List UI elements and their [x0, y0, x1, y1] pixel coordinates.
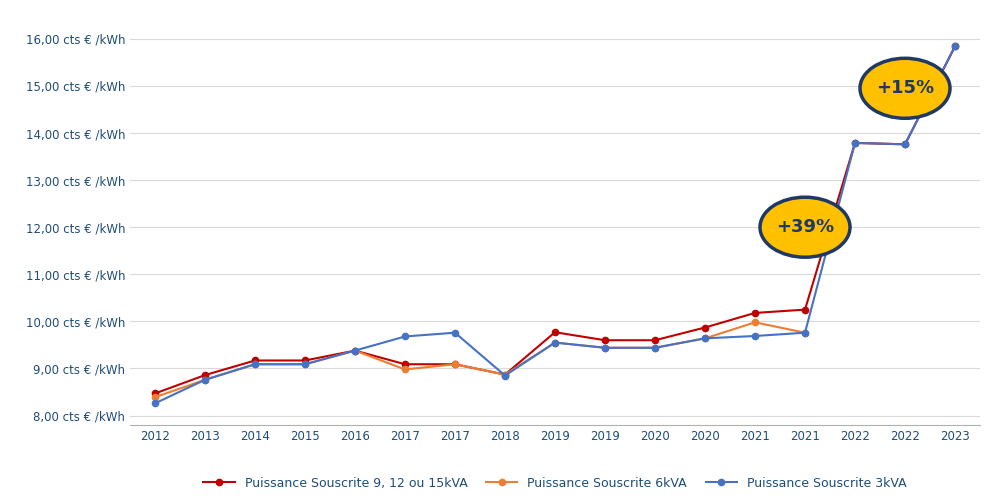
Puissance Souscrite 6kVA: [249, 361, 261, 367]
Puissance Souscrite 3kVA: [449, 330, 461, 336]
Puissance Souscrite 6kVA: [299, 361, 311, 367]
Text: +15%: +15%: [876, 80, 934, 98]
Puissance Souscrite 9, 12 ou 15kVA: [849, 140, 861, 146]
Puissance Souscrite 9, 12 ou 15kVA: [649, 337, 661, 343]
Puissance Souscrite 3kVA: [249, 361, 261, 367]
Puissance Souscrite 6kVA: [549, 340, 561, 345]
Puissance Souscrite 9, 12 ou 15kVA: [749, 310, 761, 316]
Puissance Souscrite 3kVA: [799, 330, 811, 336]
Puissance Souscrite 9, 12 ou 15kVA: [599, 337, 611, 343]
Puissance Souscrite 6kVA: [349, 348, 361, 354]
Puissance Souscrite 6kVA: [449, 361, 461, 367]
Puissance Souscrite 9, 12 ou 15kVA: [549, 329, 561, 335]
Puissance Souscrite 9, 12 ou 15kVA: [249, 358, 261, 364]
Puissance Souscrite 3kVA: [699, 336, 711, 342]
Puissance Souscrite 6kVA: [599, 345, 611, 351]
Puissance Souscrite 6kVA: [199, 377, 211, 383]
Puissance Souscrite 3kVA: [599, 345, 611, 351]
Puissance Souscrite 6kVA: [399, 366, 411, 372]
Puissance Souscrite 6kVA: [799, 330, 811, 336]
Puissance Souscrite 6kVA: [499, 372, 511, 378]
Puissance Souscrite 6kVA: [149, 394, 161, 400]
Puissance Souscrite 9, 12 ou 15kVA: [199, 372, 211, 378]
Puissance Souscrite 3kVA: [199, 377, 211, 383]
Puissance Souscrite 3kVA: [399, 334, 411, 340]
Puissance Souscrite 9, 12 ou 15kVA: [149, 390, 161, 396]
Puissance Souscrite 6kVA: [699, 336, 711, 342]
Puissance Souscrite 9, 12 ou 15kVA: [399, 361, 411, 367]
Puissance Souscrite 3kVA: [649, 345, 661, 351]
Text: +39%: +39%: [776, 218, 834, 236]
Puissance Souscrite 9, 12 ou 15kVA: [499, 372, 511, 378]
Puissance Souscrite 9, 12 ou 15kVA: [449, 361, 461, 367]
Puissance Souscrite 9, 12 ou 15kVA: [949, 44, 961, 50]
Puissance Souscrite 3kVA: [899, 142, 911, 148]
Puissance Souscrite 3kVA: [849, 140, 861, 146]
Puissance Souscrite 3kVA: [949, 44, 961, 50]
Puissance Souscrite 6kVA: [749, 320, 761, 326]
Puissance Souscrite 3kVA: [299, 361, 311, 367]
Puissance Souscrite 3kVA: [549, 340, 561, 345]
Puissance Souscrite 9, 12 ou 15kVA: [799, 306, 811, 312]
Puissance Souscrite 9, 12 ou 15kVA: [349, 348, 361, 354]
Line: Puissance Souscrite 3kVA: Puissance Souscrite 3kVA: [152, 43, 958, 406]
Legend: Puissance Souscrite 9, 12 ou 15kVA, Puissance Souscrite 6kVA, Puissance Souscrit: Puissance Souscrite 9, 12 ou 15kVA, Puis…: [198, 472, 912, 494]
Puissance Souscrite 6kVA: [649, 345, 661, 351]
Puissance Souscrite 3kVA: [149, 400, 161, 406]
Puissance Souscrite 3kVA: [749, 333, 761, 339]
Line: Puissance Souscrite 9, 12 ou 15kVA: Puissance Souscrite 9, 12 ou 15kVA: [152, 43, 958, 397]
Ellipse shape: [760, 197, 850, 257]
Puissance Souscrite 3kVA: [349, 348, 361, 354]
Puissance Souscrite 9, 12 ou 15kVA: [699, 324, 711, 330]
Ellipse shape: [860, 58, 950, 118]
Puissance Souscrite 3kVA: [499, 372, 511, 378]
Puissance Souscrite 9, 12 ou 15kVA: [899, 142, 911, 148]
Puissance Souscrite 9, 12 ou 15kVA: [299, 358, 311, 364]
Line: Puissance Souscrite 6kVA: Puissance Souscrite 6kVA: [152, 319, 808, 400]
